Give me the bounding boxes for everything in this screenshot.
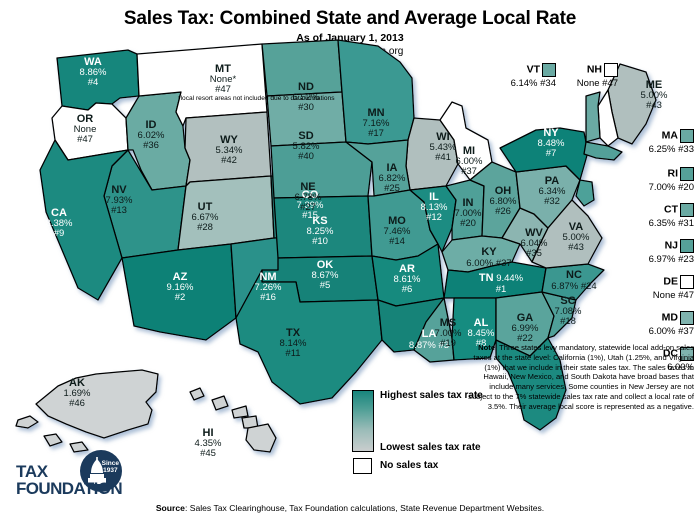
state-chip-VT: VT 6.14% #34 — [510, 62, 556, 89]
legend-swatch-none — [353, 458, 372, 474]
state-shape-UT — [177, 175, 275, 251]
tax-foundation-logo: Since 1937 TAX FOUNDATION — [14, 450, 174, 512]
state-shape-WA — [56, 49, 140, 111]
legend-label-none: No sales tax — [380, 460, 439, 471]
state-shape-AZ — [121, 243, 237, 341]
note-block: Note: Three states levy mandatory, state… — [466, 343, 694, 411]
state-shape-SD — [266, 91, 347, 147]
state-shape-ND — [261, 39, 343, 97]
state-shape-AK-tail2 — [43, 433, 63, 447]
state-shape-NC — [541, 263, 605, 301]
swatch-CT — [680, 202, 694, 217]
source-text: : Sales Tax Clearinghouse, Tax Foundatio… — [184, 503, 545, 513]
state-shape-AK — [35, 369, 159, 439]
capitol-seal-icon: Since 1937 — [80, 450, 122, 492]
source-line: Source: Sales Tax Clearinghouse, Tax Fou… — [0, 503, 700, 513]
state-shape-HI-1 — [189, 387, 205, 401]
page-title: Sales Tax: Combined State and Average Lo… — [123, 8, 577, 29]
state-shape-MN — [337, 39, 415, 145]
state-shape-CA — [39, 139, 129, 301]
state-shape-NE — [270, 141, 373, 199]
state-shape-VA — [531, 199, 603, 269]
swatch-VT — [542, 62, 556, 77]
seal-since-text: Since 1937 — [101, 460, 119, 474]
swatch-DE — [680, 274, 694, 289]
legend-label-lowest: Lowest sales tax rate — [380, 442, 481, 453]
note-text: : Three states levy mandatory, statewide… — [468, 343, 694, 411]
state-shape-NJ-shape — [575, 179, 595, 207]
state-chip-MD: MD 6.00% #37 — [648, 310, 694, 337]
state-shape-VT-shape — [585, 91, 601, 143]
logo-line-2: FOUNDATION — [16, 478, 123, 498]
swatch-MD — [680, 310, 694, 325]
state-chip-DC: DC 6.00% — [662, 346, 694, 373]
logo-wordmark: TAX FOUNDATION — [16, 462, 123, 498]
swatch-NH — [604, 62, 618, 77]
state-chip-DE: DE None #47 — [652, 274, 694, 301]
state-shape-AK-tail1 — [15, 415, 39, 429]
logo-line-1: TAX — [16, 462, 48, 481]
swatch-RI — [680, 166, 694, 181]
state-chip-RI: RI 7.00% #20 — [648, 166, 694, 193]
state-shape-HI-5 — [245, 423, 277, 453]
note-label: Note — [478, 343, 496, 352]
state-shape-MA-shape — [583, 141, 623, 161]
source-label: Source — [155, 503, 185, 513]
state-chip-MA: MA 6.25% #33 — [648, 128, 694, 155]
state-shape-HI-3 — [231, 405, 249, 419]
state-shape-AK-tail3 — [69, 441, 89, 453]
state-chip-NH: NH None #47 — [576, 62, 618, 89]
swatch-DC — [680, 346, 694, 361]
legend-label-highest: Highest sales tax rate — [380, 390, 483, 401]
state-shape-IA — [345, 139, 411, 197]
state-shape-HI-2 — [211, 395, 229, 411]
swatch-MA — [680, 128, 694, 143]
state-chip-NJ: NJ 6.97% #23 — [648, 238, 694, 265]
state-shape-KS — [273, 195, 373, 259]
state-shape-WY — [184, 111, 272, 187]
capitol-dome-icon — [88, 457, 106, 484]
legend-gradient-bar — [352, 390, 374, 452]
state-shape-TX — [235, 269, 383, 405]
state-shape-FL — [495, 337, 567, 431]
swatch-NJ — [680, 238, 694, 253]
state-chip-CT: CT 6.35% #31 — [648, 202, 694, 229]
state-shape-MI — [439, 101, 493, 181]
